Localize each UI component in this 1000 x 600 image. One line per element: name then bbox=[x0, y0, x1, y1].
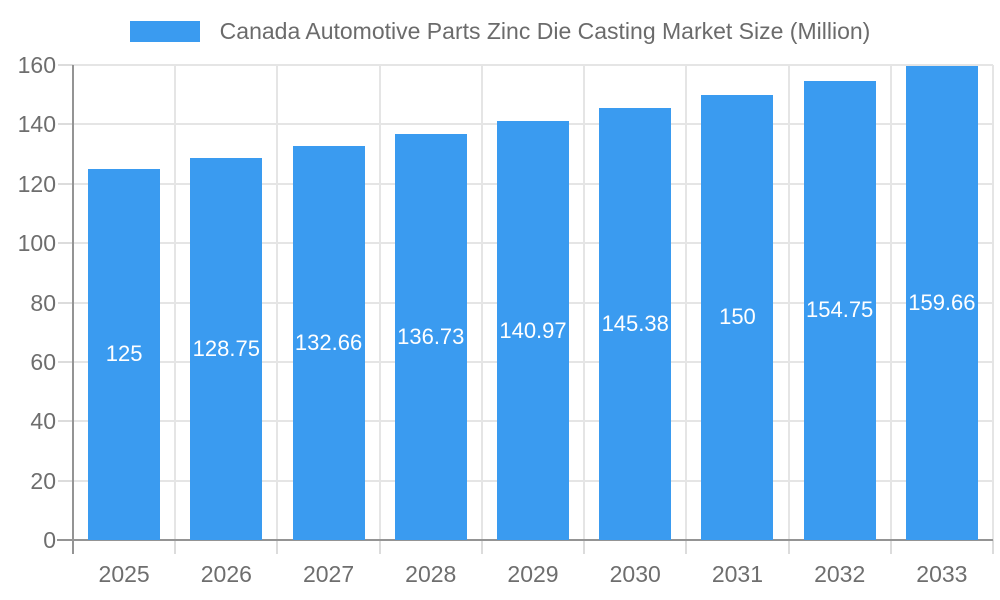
bar-value-label: 128.75 bbox=[192, 335, 260, 361]
gridline-vertical bbox=[378, 65, 381, 540]
x-axis-tick bbox=[992, 540, 994, 554]
x-axis-line bbox=[57, 539, 993, 541]
bar bbox=[905, 66, 978, 540]
y-tick-label: 20 bbox=[30, 467, 56, 494]
bar bbox=[497, 121, 569, 540]
bar bbox=[292, 146, 365, 540]
bar bbox=[394, 134, 467, 540]
gridline-horizontal bbox=[73, 64, 993, 66]
y-axis-line bbox=[72, 65, 74, 554]
x-tick-label: 2028 bbox=[405, 561, 457, 587]
x-axis-tick bbox=[787, 540, 790, 554]
bar-value-label: 154.75 bbox=[806, 297, 874, 323]
y-tick-label: 60 bbox=[30, 348, 56, 375]
y-tick-label: 0 bbox=[43, 527, 56, 553]
x-tick-label: 2029 bbox=[507, 561, 559, 587]
gridline-vertical bbox=[480, 65, 483, 540]
x-axis-tick bbox=[889, 540, 892, 554]
x-axis-tick bbox=[378, 540, 381, 554]
legend-swatch bbox=[129, 20, 200, 42]
bar-value-label: 150 bbox=[719, 304, 756, 330]
bar bbox=[803, 80, 876, 540]
y-axis-tick bbox=[58, 301, 73, 304]
x-tick-label: 2032 bbox=[814, 561, 866, 587]
legend: Canada Automotive Parts Zinc Die Casting… bbox=[0, 16, 1000, 46]
bar-value-label: 125 bbox=[105, 341, 143, 367]
bar-value-label: 145.38 bbox=[601, 311, 669, 337]
x-tick-label: 2026 bbox=[200, 561, 252, 587]
x-axis-tick bbox=[174, 540, 177, 554]
y-axis-tick bbox=[58, 182, 73, 185]
y-axis-tick bbox=[58, 360, 73, 363]
bar-value-label: 159.66 bbox=[908, 290, 976, 315]
y-tick-label: 40 bbox=[30, 408, 56, 435]
bar bbox=[599, 108, 672, 540]
x-axis-tick bbox=[685, 540, 688, 554]
y-axis-tick bbox=[58, 64, 73, 66]
gridline-vertical bbox=[583, 65, 586, 540]
gridline-vertical bbox=[276, 65, 279, 540]
bar-value-label: 136.73 bbox=[397, 324, 465, 350]
bar bbox=[701, 94, 774, 540]
y-tick-label: 100 bbox=[17, 230, 56, 257]
bar bbox=[190, 157, 263, 540]
y-tick-label: 120 bbox=[17, 170, 56, 197]
gridline-vertical bbox=[787, 65, 790, 540]
y-tick-label: 80 bbox=[30, 289, 56, 316]
gridline-vertical bbox=[889, 65, 892, 540]
y-axis-tick bbox=[58, 123, 73, 126]
x-axis-tick bbox=[276, 540, 279, 554]
x-tick-label: 2031 bbox=[711, 561, 764, 587]
bar-value-label: 140.97 bbox=[499, 317, 567, 343]
gridline-vertical bbox=[992, 65, 994, 540]
x-tick-label: 2033 bbox=[916, 561, 968, 587]
y-axis-tick bbox=[58, 479, 73, 482]
legend-label: Canada Automotive Parts Zinc Die Casting… bbox=[219, 17, 871, 44]
y-tick-label: 140 bbox=[17, 111, 56, 138]
y-tick-label: 160 bbox=[17, 52, 56, 78]
x-tick-label: 2030 bbox=[609, 561, 661, 587]
gridline-vertical bbox=[685, 65, 688, 540]
x-tick-label: 2025 bbox=[98, 561, 150, 587]
bar bbox=[88, 168, 161, 540]
x-tick-label: 2027 bbox=[302, 561, 355, 587]
y-axis-tick bbox=[58, 420, 73, 423]
gridline-vertical bbox=[174, 65, 177, 540]
x-axis-tick bbox=[480, 540, 483, 554]
y-axis-tick bbox=[58, 242, 73, 245]
bar-value-label: 132.66 bbox=[294, 330, 363, 356]
x-axis-tick bbox=[583, 540, 586, 554]
